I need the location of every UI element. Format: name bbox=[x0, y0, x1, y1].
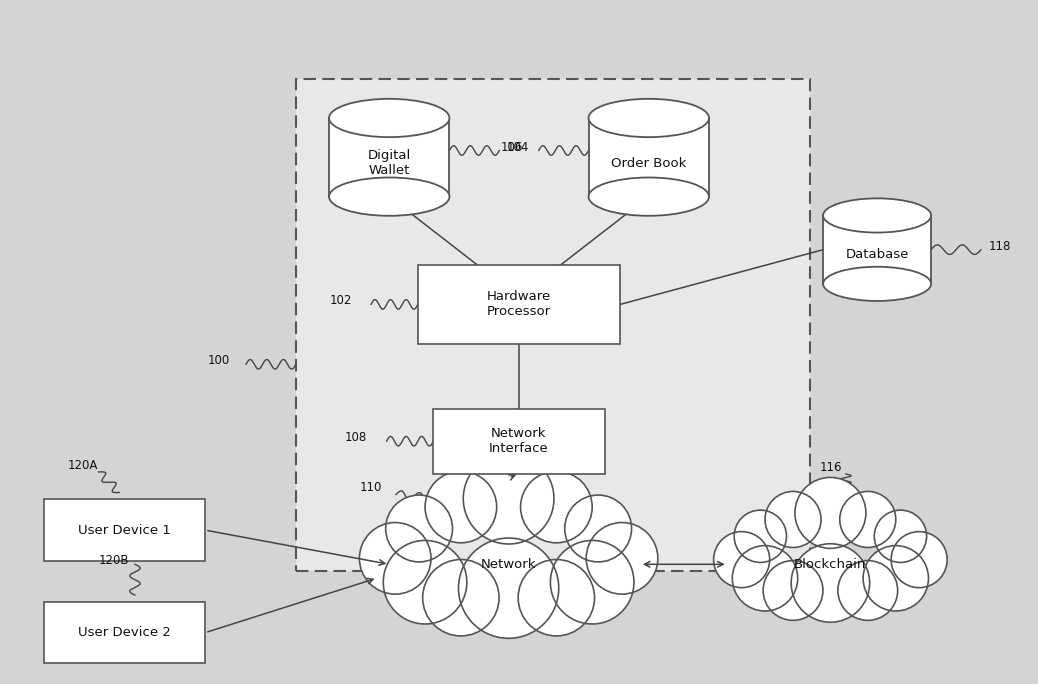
Text: 106: 106 bbox=[500, 140, 523, 154]
Text: Hardware
Processor: Hardware Processor bbox=[487, 291, 551, 318]
Text: Order Book: Order Book bbox=[611, 157, 686, 170]
FancyBboxPatch shape bbox=[434, 409, 604, 474]
Ellipse shape bbox=[589, 178, 709, 216]
FancyBboxPatch shape bbox=[296, 79, 810, 571]
Ellipse shape bbox=[386, 495, 453, 562]
FancyBboxPatch shape bbox=[330, 118, 448, 197]
Text: 110: 110 bbox=[359, 481, 382, 495]
FancyBboxPatch shape bbox=[590, 118, 708, 197]
Text: Network: Network bbox=[481, 557, 537, 571]
Text: Digital
Wallet: Digital Wallet bbox=[367, 149, 411, 177]
Text: Database: Database bbox=[845, 248, 909, 261]
Text: 120B: 120B bbox=[99, 554, 129, 568]
Ellipse shape bbox=[586, 523, 658, 594]
Text: 120A: 120A bbox=[67, 458, 98, 472]
Ellipse shape bbox=[426, 471, 496, 543]
Ellipse shape bbox=[838, 561, 898, 620]
FancyBboxPatch shape bbox=[417, 265, 620, 343]
Ellipse shape bbox=[734, 510, 787, 562]
FancyBboxPatch shape bbox=[589, 118, 709, 197]
Ellipse shape bbox=[892, 531, 948, 588]
Text: Network
Interface: Network Interface bbox=[489, 428, 549, 455]
Ellipse shape bbox=[714, 531, 770, 588]
Ellipse shape bbox=[765, 491, 821, 547]
Ellipse shape bbox=[840, 491, 896, 547]
FancyBboxPatch shape bbox=[823, 215, 931, 284]
Text: 116: 116 bbox=[820, 460, 843, 474]
Text: 118: 118 bbox=[988, 239, 1011, 253]
Text: User Device 2: User Device 2 bbox=[78, 626, 171, 640]
FancyBboxPatch shape bbox=[44, 499, 204, 561]
Ellipse shape bbox=[874, 510, 927, 562]
Ellipse shape bbox=[589, 98, 709, 137]
Text: 108: 108 bbox=[345, 431, 367, 445]
Ellipse shape bbox=[823, 267, 931, 301]
Ellipse shape bbox=[459, 538, 558, 638]
FancyBboxPatch shape bbox=[44, 602, 204, 663]
Ellipse shape bbox=[463, 453, 554, 544]
Ellipse shape bbox=[791, 544, 870, 622]
Text: 104: 104 bbox=[507, 140, 529, 154]
Ellipse shape bbox=[550, 540, 634, 624]
Ellipse shape bbox=[422, 560, 499, 636]
Ellipse shape bbox=[329, 98, 449, 137]
Ellipse shape bbox=[359, 523, 431, 594]
Ellipse shape bbox=[763, 561, 823, 620]
Text: User Device 1: User Device 1 bbox=[78, 523, 171, 537]
Ellipse shape bbox=[733, 546, 798, 611]
Text: Blockchain: Blockchain bbox=[794, 557, 867, 571]
Ellipse shape bbox=[383, 540, 467, 624]
Text: 100: 100 bbox=[208, 354, 229, 367]
FancyBboxPatch shape bbox=[329, 118, 449, 197]
Ellipse shape bbox=[823, 198, 931, 233]
Ellipse shape bbox=[795, 477, 866, 549]
Ellipse shape bbox=[518, 560, 595, 636]
Ellipse shape bbox=[565, 495, 631, 562]
Ellipse shape bbox=[864, 546, 928, 611]
FancyBboxPatch shape bbox=[824, 215, 930, 284]
Text: 102: 102 bbox=[329, 294, 352, 308]
Ellipse shape bbox=[521, 471, 593, 543]
Ellipse shape bbox=[329, 178, 449, 216]
